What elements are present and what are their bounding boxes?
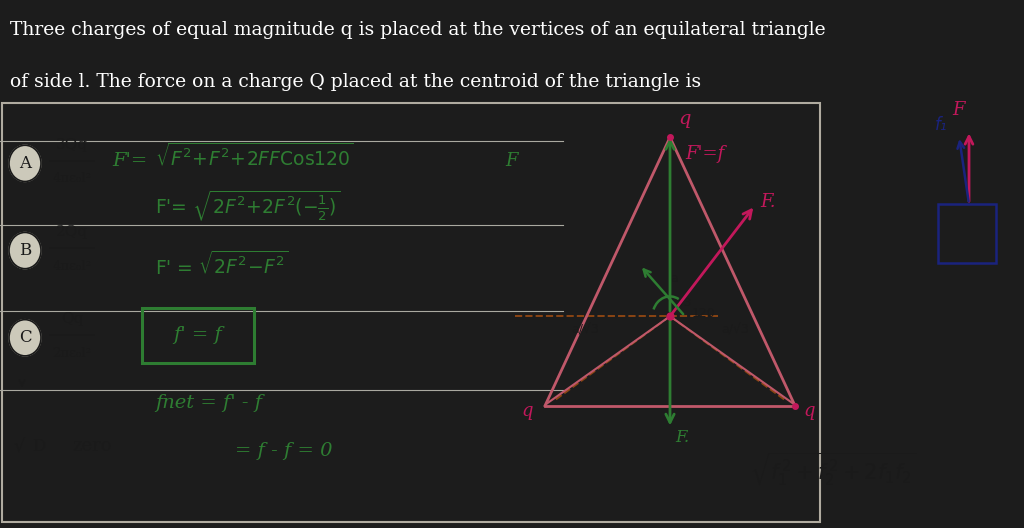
Text: of side l. The force on a charge Q placed at the centroid of the triangle is: of side l. The force on a charge Q place… xyxy=(10,73,701,91)
Text: a/√3: a/√3 xyxy=(571,323,599,336)
Text: q: q xyxy=(678,110,690,128)
Text: f₁: f₁ xyxy=(935,116,947,134)
Bar xyxy=(142,308,254,363)
Circle shape xyxy=(9,232,41,269)
Circle shape xyxy=(9,319,41,356)
Text: q: q xyxy=(521,402,534,420)
Text: 3Qq: 3Qq xyxy=(56,138,88,152)
Text: = f - f = 0: = f - f = 0 xyxy=(234,442,333,460)
Text: D: D xyxy=(32,438,45,455)
Text: a/√3: a/√3 xyxy=(721,323,749,336)
Text: 120: 120 xyxy=(692,307,716,320)
Text: 2Qq: 2Qq xyxy=(56,225,88,239)
Text: 4πε₀l²: 4πε₀l² xyxy=(52,260,91,272)
Text: fnet = f' - f: fnet = f' - f xyxy=(155,394,262,412)
Text: Qq: Qq xyxy=(60,313,83,326)
Text: C: C xyxy=(18,329,32,346)
Text: q: q xyxy=(803,402,814,420)
Text: zero: zero xyxy=(72,438,112,456)
Text: F'= $\sqrt{2F^2\!+\!2F^2(-\frac{1}{2})}$: F'= $\sqrt{2F^2\!+\!2F^2(-\frac{1}{2})}$ xyxy=(155,188,340,222)
Bar xyxy=(938,204,996,263)
Text: F: F xyxy=(952,101,965,119)
Text: a: a xyxy=(670,271,678,285)
Text: F: F xyxy=(505,152,517,170)
Text: F' = $\sqrt{2F^2\!-\!F^2}$: F' = $\sqrt{2F^2\!-\!F^2}$ xyxy=(155,251,289,279)
Text: $\sqrt{f_1^{\,2}+f_2^{\,2}+2f_1f_2}$: $\sqrt{f_1^{\,2}+f_2^{\,2}+2f_1f_2}$ xyxy=(750,450,916,488)
Text: F'=f: F'=f xyxy=(685,145,724,163)
Text: F.: F. xyxy=(675,429,689,446)
Text: 2πε₀l²: 2πε₀l² xyxy=(52,347,91,360)
Bar xyxy=(2,103,820,522)
Text: f' = f: f' = f xyxy=(174,326,222,344)
Text: F'=: F'= xyxy=(112,152,147,170)
Text: √: √ xyxy=(13,438,25,456)
Text: $\sqrt{F^2\!+\!F^2\!+\!2FF\mathrm{Cos}120}$: $\sqrt{F^2\!+\!F^2\!+\!2FF\mathrm{Cos}12… xyxy=(155,143,354,170)
Text: F.: F. xyxy=(760,193,775,211)
Text: √3: √3 xyxy=(678,298,692,308)
Text: Three charges of equal magnitude q is placed at the vertices of an equilateral t: Three charges of equal magnitude q is pl… xyxy=(10,22,826,40)
Text: B: B xyxy=(18,242,31,259)
Circle shape xyxy=(9,145,41,182)
Text: A: A xyxy=(19,155,31,172)
Text: 4πε₀l²: 4πε₀l² xyxy=(52,173,91,185)
